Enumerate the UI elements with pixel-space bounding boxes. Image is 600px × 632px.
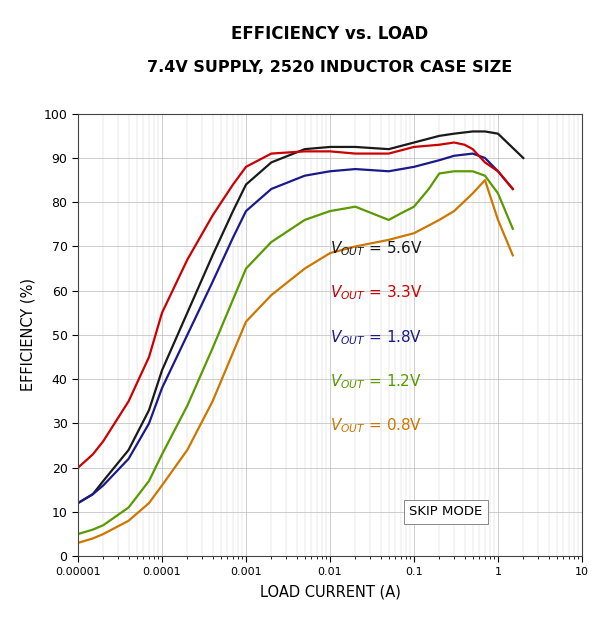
Text: 7.4V SUPPLY, 2520 INDUCTOR CASE SIZE: 7.4V SUPPLY, 2520 INDUCTOR CASE SIZE bbox=[148, 60, 512, 75]
X-axis label: LOAD CURRENT (A): LOAD CURRENT (A) bbox=[260, 585, 400, 600]
Y-axis label: EFFICIENCY (%): EFFICIENCY (%) bbox=[20, 279, 35, 391]
Text: $V_{OUT}$ = 1.8V: $V_{OUT}$ = 1.8V bbox=[330, 328, 422, 346]
Text: $V_{OUT}$ = 3.3V: $V_{OUT}$ = 3.3V bbox=[330, 284, 422, 302]
Text: $V_{OUT}$ = 1.2V: $V_{OUT}$ = 1.2V bbox=[330, 372, 422, 391]
Text: SKIP MODE: SKIP MODE bbox=[409, 506, 482, 518]
Text: $V_{OUT}$ = 0.8V: $V_{OUT}$ = 0.8V bbox=[330, 416, 422, 435]
Text: $V_{OUT}$ = 5.6V: $V_{OUT}$ = 5.6V bbox=[330, 240, 422, 258]
Text: EFFICIENCY vs. LOAD: EFFICIENCY vs. LOAD bbox=[232, 25, 428, 43]
